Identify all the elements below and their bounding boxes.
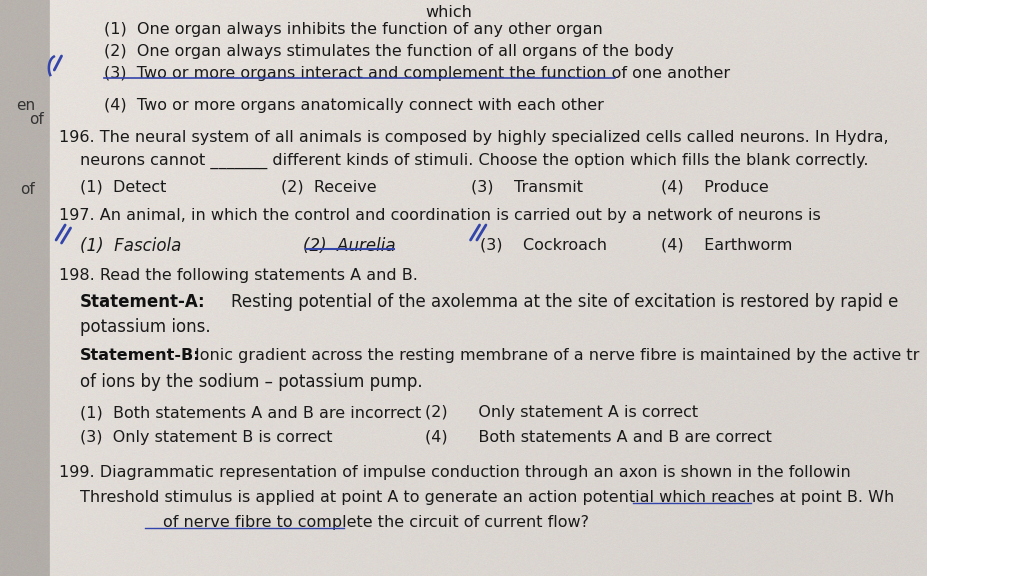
Text: (1)  Both statements A and B are incorrect: (1) Both statements A and B are incorrec…: [80, 405, 421, 420]
Text: 196. The neural system of all animals is composed by highly specialized cells ca: 196. The neural system of all animals is…: [58, 130, 889, 145]
Text: neurons cannot _______ different kinds of stimuli. Choose the option which fills: neurons cannot _______ different kinds o…: [80, 153, 868, 169]
Text: (4)  Two or more organs anatomically connect with each other: (4) Two or more organs anatomically conn…: [104, 98, 604, 113]
Text: of ions by the sodium – potassium pump.: of ions by the sodium – potassium pump.: [80, 373, 422, 391]
Text: (1)  Detect: (1) Detect: [80, 180, 166, 195]
Text: which: which: [425, 5, 472, 20]
Text: (4)    Earthworm: (4) Earthworm: [660, 237, 792, 252]
Text: (1)  One organ always inhibits the function of any other organ: (1) One organ always inhibits the functi…: [104, 22, 603, 37]
Text: Threshold stimulus is applied at point A to generate an action potential which r: Threshold stimulus is applied at point A…: [80, 490, 894, 505]
Text: (1)  Fasciola: (1) Fasciola: [80, 237, 181, 255]
Text: Statement-B:: Statement-B:: [80, 348, 201, 363]
Text: (3)  Only statement B is correct: (3) Only statement B is correct: [80, 430, 332, 445]
Text: potassium ions.: potassium ions.: [80, 318, 210, 336]
Text: of: of: [19, 182, 35, 197]
Text: 198. Read the following statements A and B.: 198. Read the following statements A and…: [58, 268, 418, 283]
Text: 199. Diagrammatic representation of impulse conduction through an axon is shown : 199. Diagrammatic representation of impu…: [58, 465, 851, 480]
Text: Resting potential of the axolemma at the site of excitation is restored by rapid: Resting potential of the axolemma at the…: [230, 293, 898, 311]
Text: (3)    Cockroach: (3) Cockroach: [479, 237, 606, 252]
Text: of: of: [29, 112, 44, 127]
Text: 197. An animal, in which the control and coordination is carried out by a networ: 197. An animal, in which the control and…: [58, 208, 820, 223]
Text: of nerve fibre to complete the circuit of current flow?: of nerve fibre to complete the circuit o…: [163, 515, 589, 530]
Text: Ionic gradient across the resting membrane of a nerve fibre is maintained by the: Ionic gradient across the resting membra…: [195, 348, 919, 363]
Text: en: en: [16, 98, 36, 113]
Text: Statement-A:: Statement-A:: [80, 293, 205, 311]
Text: (4)    Produce: (4) Produce: [660, 180, 768, 195]
Text: (2)  One organ always stimulates the function of all organs of the body: (2) One organ always stimulates the func…: [104, 44, 674, 59]
Text: (2)      Only statement A is correct: (2) Only statement A is correct: [425, 405, 698, 420]
Text: (3)    Transmit: (3) Transmit: [471, 180, 583, 195]
Text: (3)  Two or more organs interact and complement the function of one another: (3) Two or more organs interact and comp…: [104, 66, 730, 81]
Text: (2)  Aurelia: (2) Aurelia: [303, 237, 395, 255]
Text: (2)  Receive: (2) Receive: [281, 180, 376, 195]
Text: (4)      Both statements A and B are correct: (4) Both statements A and B are correct: [425, 430, 772, 445]
